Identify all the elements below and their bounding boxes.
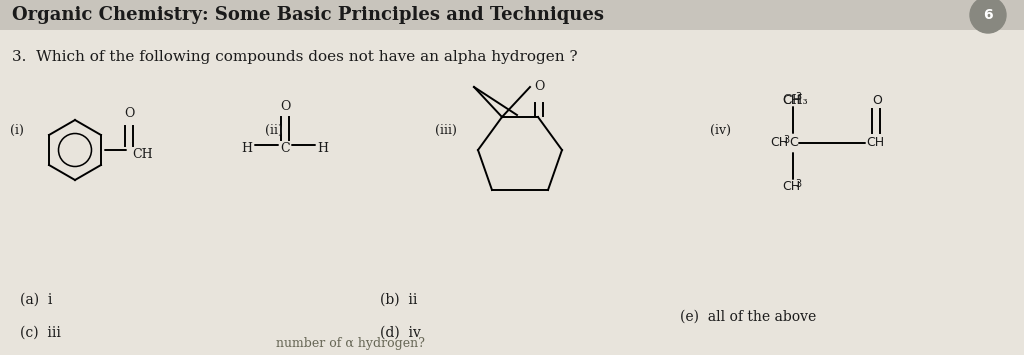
Text: CH: CH <box>770 137 788 149</box>
Text: C: C <box>790 137 798 149</box>
Text: (e)  all of the above: (e) all of the above <box>680 310 816 324</box>
Text: O: O <box>124 107 134 120</box>
Text: C: C <box>281 142 290 155</box>
Text: (b)  ii: (b) ii <box>380 293 418 307</box>
Text: (iii): (iii) <box>435 124 457 137</box>
Text: O: O <box>280 100 290 113</box>
Text: (a)  i: (a) i <box>20 293 52 307</box>
Text: (c)  iii: (c) iii <box>20 326 60 340</box>
Text: 3: 3 <box>795 179 801 189</box>
Text: H: H <box>242 142 253 155</box>
Text: CH: CH <box>132 147 153 160</box>
Text: (d)  iv: (d) iv <box>380 326 421 340</box>
Text: 3: 3 <box>795 92 801 102</box>
Text: 3: 3 <box>783 135 790 145</box>
Text: (iv): (iv) <box>710 124 731 137</box>
Text: H: H <box>317 142 329 155</box>
Text: (i): (i) <box>10 124 24 137</box>
Text: O: O <box>534 80 544 93</box>
Text: CH: CH <box>782 93 800 106</box>
FancyBboxPatch shape <box>0 0 1024 30</box>
Text: CH: CH <box>782 180 800 193</box>
Text: number of α hydrogen?: number of α hydrogen? <box>275 337 424 350</box>
Text: CH₃: CH₃ <box>782 93 808 106</box>
Text: Organic Chemistry: Some Basic Principles and Techniques: Organic Chemistry: Some Basic Principles… <box>12 6 604 24</box>
Text: (ii): (ii) <box>265 124 283 137</box>
Text: O: O <box>872 93 882 106</box>
Circle shape <box>970 0 1006 33</box>
Text: 3.  Which of the following compounds does not have an alpha hydrogen ?: 3. Which of the following compounds does… <box>12 50 578 64</box>
Text: CH: CH <box>866 137 884 149</box>
Text: 6: 6 <box>983 8 993 22</box>
